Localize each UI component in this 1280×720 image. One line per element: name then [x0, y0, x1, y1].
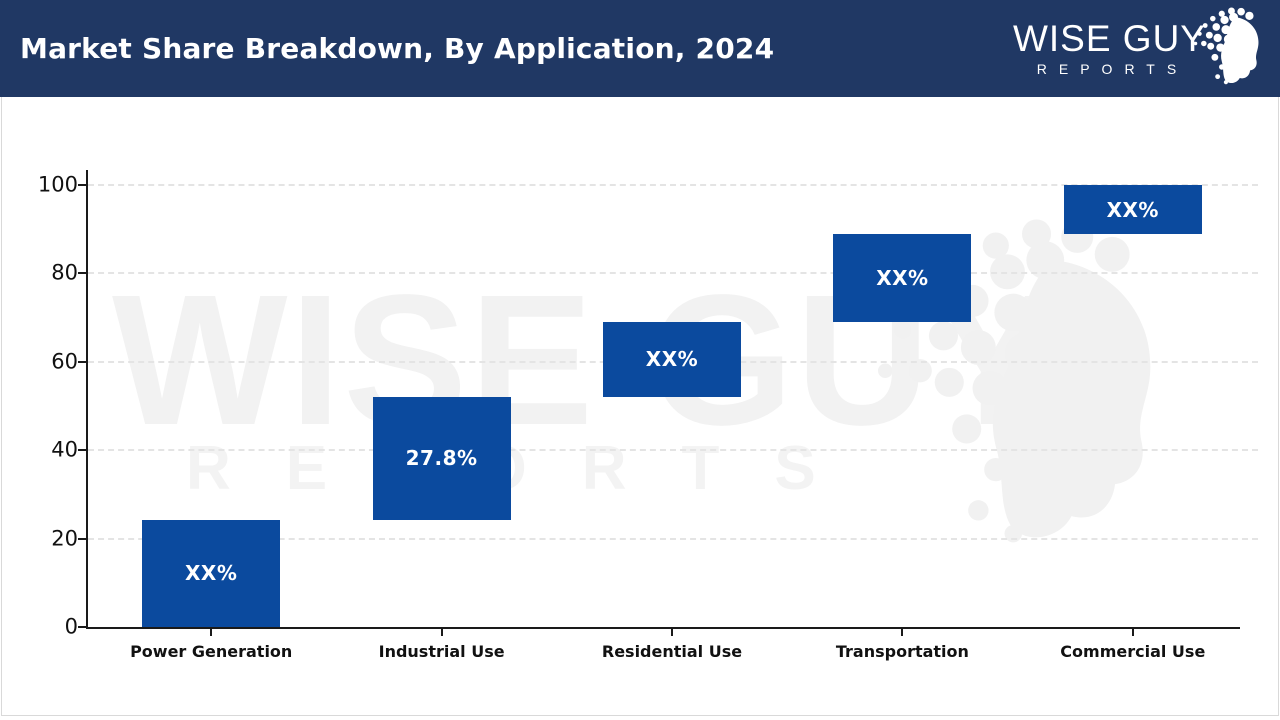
x-tick-mark: [671, 629, 673, 636]
bar-industrial-use: 27.8%: [372, 396, 511, 520]
gridline-100: [88, 184, 1258, 186]
wiseguy-logo-text: WISE GUY REPORTS: [1013, 20, 1206, 77]
bar-transportation: XX%: [833, 234, 972, 322]
y-axis-tick-label: 60: [51, 349, 78, 374]
gridline-80: [88, 272, 1258, 275]
bar-value-label: 27.8%: [405, 446, 478, 471]
y-axis-tick-label: 80: [51, 260, 78, 285]
bar-value-label: XX%: [1106, 197, 1159, 222]
chart-panel-border: [1, 97, 1279, 716]
x-axis-category-label: Commercial Use: [1060, 642, 1206, 661]
logo-wordmark: WISE GUY: [1012, 18, 1206, 59]
x-tick-mark: [210, 629, 213, 636]
y-axis-tick-label: 40: [51, 437, 78, 462]
y-axis-tick-label: 100: [37, 172, 78, 197]
x-tick-mark: [440, 629, 443, 636]
y-tick-mark: [78, 184, 86, 186]
bar-residential-use: XX%: [603, 321, 741, 397]
y-axis-line: [86, 170, 88, 629]
bar-value-label: XX%: [184, 561, 238, 586]
x-tick-mark: [901, 629, 904, 636]
wiseguy-logo: WISE GUY REPORTS: [1013, 7, 1266, 91]
bar-commercial-use: XX%: [1063, 185, 1202, 235]
x-axis-category-label: Transportation: [835, 642, 969, 661]
y-tick-mark: [78, 272, 86, 275]
x-axis-category-label: Residential Use: [601, 642, 743, 661]
header: Market Share Breakdown, By Application, …: [0, 0, 1280, 97]
y-tick-mark: [78, 449, 86, 452]
y-axis-tick-label: 20: [51, 526, 78, 551]
x-axis-line: [86, 627, 1240, 629]
gridline-40: [88, 449, 1258, 452]
y-tick-mark: [78, 537, 86, 540]
y-tick-mark: [78, 626, 86, 628]
page-title: Market Share Breakdown, By Application, …: [20, 32, 775, 65]
gridline-20: [88, 537, 1258, 540]
y-tick-mark: [78, 360, 86, 363]
x-axis-category-label: Power Generation: [130, 642, 293, 661]
bar-value-label: XX%: [876, 265, 929, 290]
x-tick-mark: [1131, 629, 1134, 636]
wiseguy-face-logo-icon: [1193, 7, 1259, 84]
x-axis-category-label: Industrial Use: [378, 642, 505, 661]
bar-power-generation: XX%: [142, 519, 281, 627]
bar-value-label: XX%: [645, 347, 699, 372]
logo-subtitle: REPORTS: [1036, 61, 1189, 77]
y-axis-tick-label: 0: [64, 614, 78, 639]
